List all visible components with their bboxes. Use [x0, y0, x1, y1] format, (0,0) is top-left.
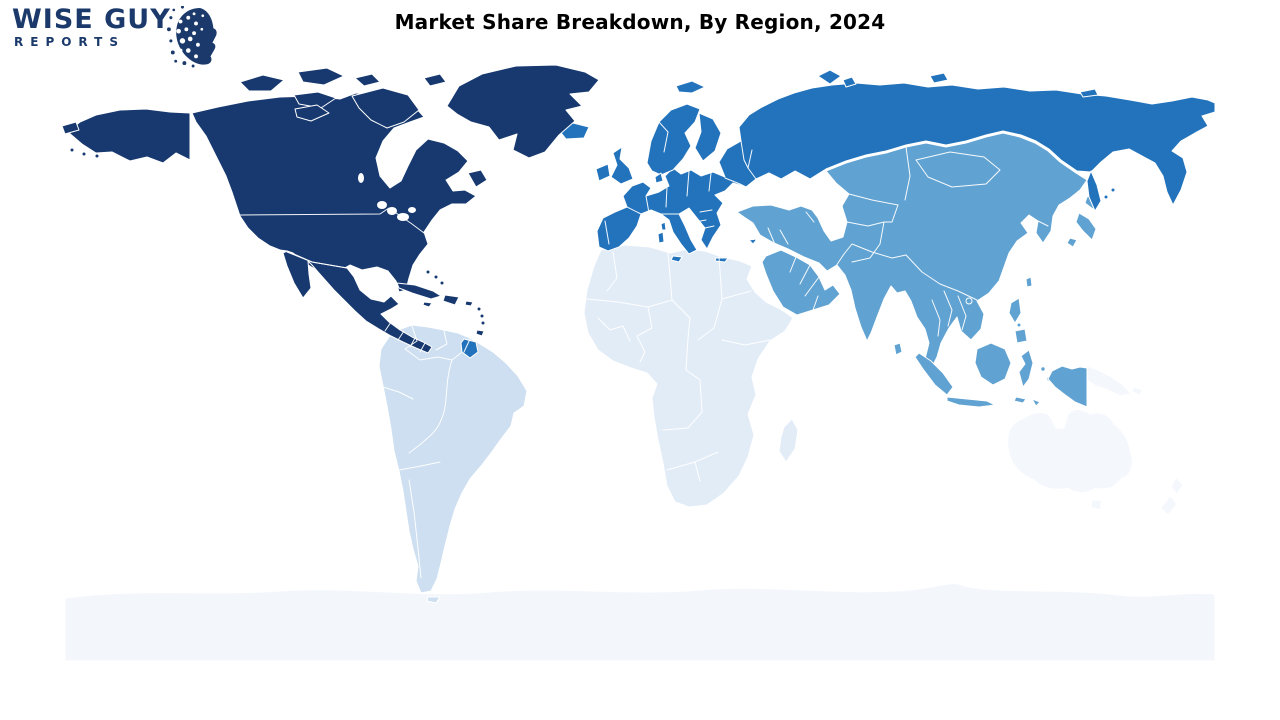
finland — [694, 112, 722, 162]
sri-lanka — [893, 342, 903, 356]
corsica — [660, 221, 667, 231]
bahamas-3 — [439, 280, 445, 286]
region-oceania — [1007, 365, 1184, 516]
puerto-rico — [464, 300, 474, 307]
bahamas-1 — [425, 269, 431, 275]
bahamas-2 — [433, 274, 439, 280]
canada-usa-mainland — [191, 92, 477, 293]
java — [946, 396, 996, 408]
arctic-island-b — [297, 67, 345, 86]
novaya-zemlya-1 — [817, 69, 842, 85]
visayas — [1016, 322, 1022, 328]
timor-1 — [1013, 396, 1027, 404]
aleutian-3 — [94, 153, 100, 159]
cuba — [396, 282, 442, 300]
luzon — [1008, 297, 1022, 324]
crete — [714, 257, 729, 263]
chart-title: Market Share Breakdown, By Region, 2024 — [394, 10, 886, 34]
sulawesi — [1018, 349, 1034, 388]
french-guiana — [460, 338, 479, 359]
arctic-island-2 — [1079, 88, 1099, 98]
timor-2 — [1031, 398, 1041, 407]
cyprus — [748, 238, 758, 245]
mindanao — [1014, 328, 1028, 344]
greenland — [446, 64, 600, 159]
australia — [1007, 408, 1133, 494]
maluku-1 — [1040, 366, 1046, 372]
aleutian-2 — [81, 151, 87, 157]
logo-text: WISE GUY REPORTS — [12, 4, 171, 50]
madagascar — [778, 418, 799, 463]
hainan — [965, 297, 973, 305]
region-europe — [460, 69, 1216, 359]
hispaniola — [442, 294, 460, 306]
sakhalin — [1086, 170, 1102, 212]
great-britain — [610, 146, 634, 185]
tierra-del-fuego — [426, 596, 441, 604]
denmark — [654, 172, 664, 184]
region-north-america — [61, 64, 600, 354]
aleutian-1 — [69, 147, 75, 153]
region-asia — [736, 132, 1102, 408]
asia-mainland — [736, 132, 1088, 370]
region-africa — [583, 244, 799, 508]
tasmania — [1090, 499, 1103, 511]
sumatra — [914, 352, 954, 396]
new-zealand-north — [1170, 476, 1184, 495]
arctic-island-1 — [929, 72, 949, 84]
scandinavia — [646, 103, 701, 176]
country-borders — [189, 113, 1049, 579]
logo-wordmark: WISE GUY — [12, 4, 171, 35]
great-lakes — [358, 173, 416, 221]
alaska — [67, 108, 191, 164]
new-britain — [1131, 386, 1144, 396]
region-antarctica — [64, 583, 1216, 662]
logo: WISE GUY REPORTS — [12, 4, 225, 68]
baffin-island — [351, 87, 420, 129]
logo-subtext: REPORTS — [14, 35, 125, 50]
novaya-zemlya-2 — [842, 76, 857, 88]
sardinia — [657, 231, 665, 244]
logo-head-icon — [166, 6, 217, 68]
new-zealand-south — [1160, 495, 1178, 516]
south-america-mainland — [378, 324, 528, 594]
arctic-island-e — [354, 73, 381, 87]
arctic-island-a — [239, 74, 285, 92]
antilles-1 — [476, 306, 482, 312]
west-papua — [1047, 365, 1088, 408]
antilles-2 — [479, 313, 485, 319]
svalbard — [675, 80, 706, 94]
arctic-island-d — [294, 104, 330, 122]
ireland — [595, 163, 611, 182]
kyushu — [1066, 237, 1078, 248]
kuril-1 — [1103, 194, 1109, 200]
kuril-2 — [1110, 187, 1116, 193]
region-south-america — [378, 324, 528, 604]
jamaica — [422, 301, 433, 308]
newfoundland — [467, 169, 488, 188]
taiwan — [1025, 276, 1033, 288]
st-lawrence-island — [61, 121, 80, 135]
honshu — [1075, 212, 1097, 241]
new-guinea-east — [1086, 365, 1132, 397]
trinidad — [475, 329, 485, 337]
antarctica — [64, 583, 1216, 662]
borneo — [974, 342, 1012, 386]
arctic-island-c — [293, 91, 337, 109]
africa-mainland — [583, 244, 794, 508]
europe-russia-mainland — [596, 82, 1216, 255]
sicily — [670, 255, 683, 263]
mexico-central-america — [282, 250, 433, 354]
antilles-3 — [480, 320, 486, 326]
arctic-island-f — [423, 73, 447, 87]
